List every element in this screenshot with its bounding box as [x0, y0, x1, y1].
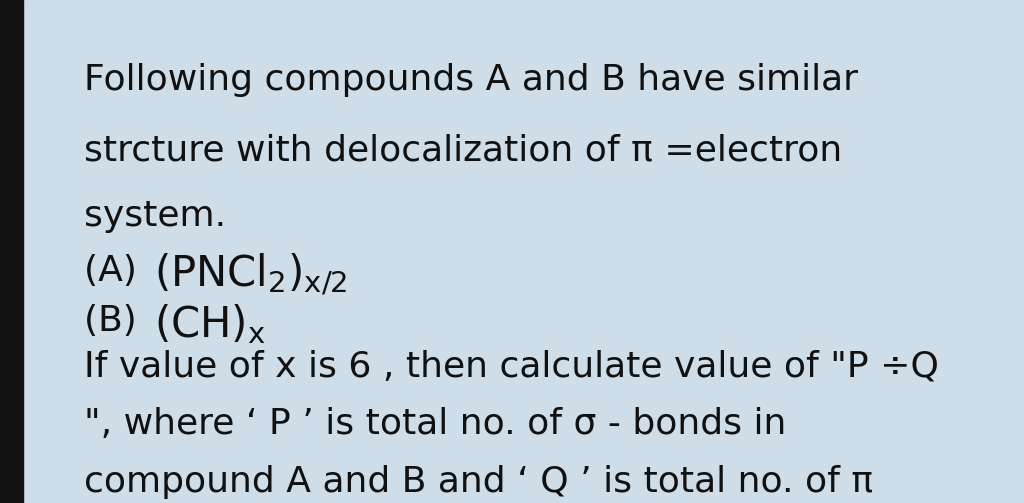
Text: (A): (A) [84, 254, 148, 288]
Text: strcture with delocalization of π =electron: strcture with delocalization of π =elect… [84, 133, 842, 167]
Text: If value of x is 6 , then calculate value of "P ÷Q: If value of x is 6 , then calculate valu… [84, 350, 939, 384]
Text: Following compounds A and B have similar: Following compounds A and B have similar [84, 63, 858, 97]
Bar [0, 0, 23, 503]
Text: ", where ‘ P ’ is total no. of σ - bonds in: ", where ‘ P ’ is total no. of σ - bonds… [84, 407, 786, 442]
Text: system.: system. [84, 199, 226, 233]
Text: $\mathregular{(PNCl_2)_{x/2}}$: $\mathregular{(PNCl_2)_{x/2}}$ [154, 252, 347, 298]
Text: (B): (B) [84, 304, 148, 339]
Text: compound A and B and ‘ Q ’ is total no. of π: compound A and B and ‘ Q ’ is total no. … [84, 465, 873, 499]
Text: $\mathregular{(CH)_x}$: $\mathregular{(CH)_x}$ [154, 302, 265, 346]
